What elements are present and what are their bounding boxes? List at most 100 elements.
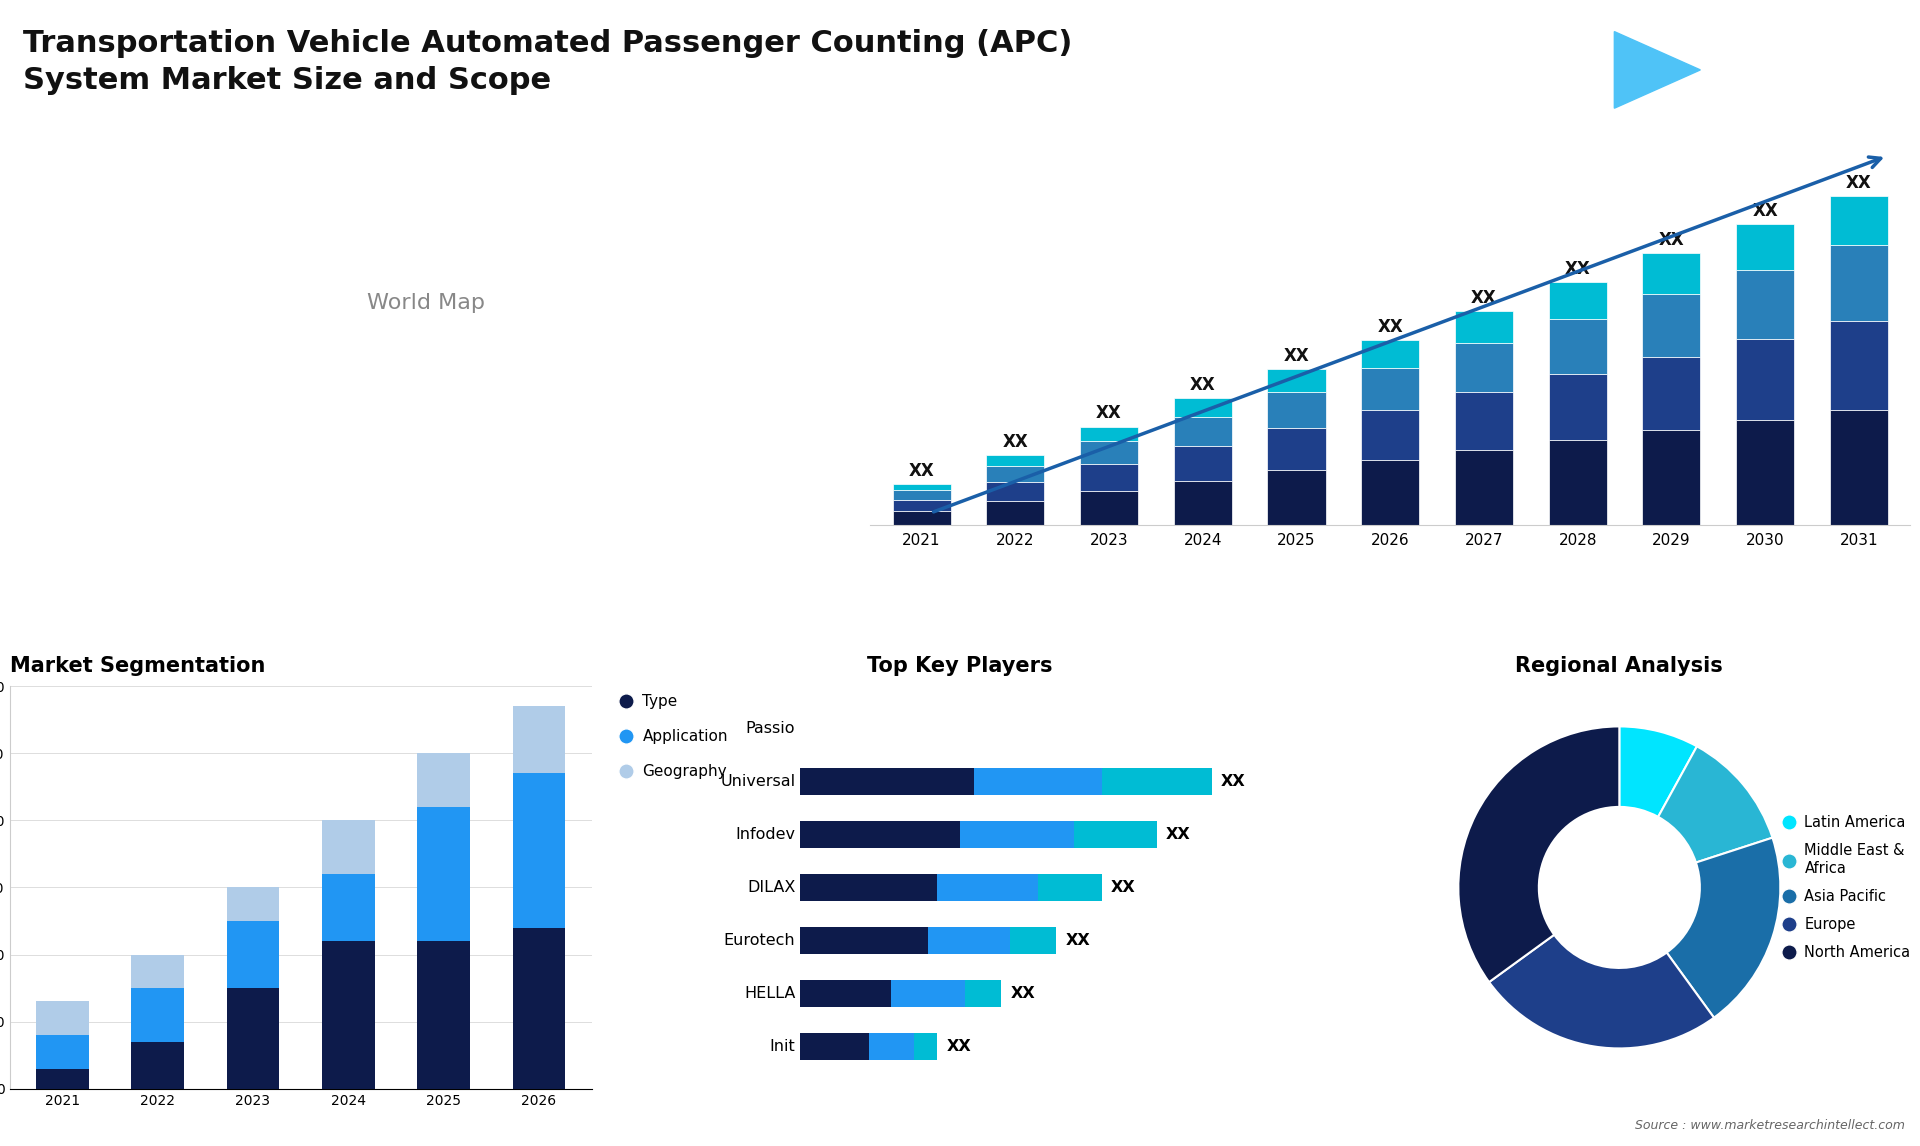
- Bar: [323, 941, 374, 1089]
- Bar: [1267, 392, 1325, 429]
- Bar: [131, 988, 184, 1042]
- Bar: [960, 821, 1075, 848]
- Bar: [513, 927, 564, 1089]
- Bar: [1549, 282, 1607, 319]
- Bar: [1549, 375, 1607, 440]
- Text: Universal: Universal: [720, 774, 795, 788]
- Bar: [1361, 340, 1419, 368]
- Bar: [801, 768, 973, 795]
- Bar: [914, 1033, 937, 1060]
- Bar: [1037, 873, 1102, 901]
- Bar: [1549, 440, 1607, 525]
- Text: RESEARCH: RESEARCH: [1774, 65, 1836, 74]
- Bar: [1173, 480, 1233, 525]
- Bar: [1736, 339, 1793, 419]
- Text: Source : www.marketresearchintellect.com: Source : www.marketresearchintellect.com: [1634, 1120, 1905, 1132]
- Text: Passio: Passio: [745, 721, 795, 736]
- Bar: [1455, 311, 1513, 343]
- Bar: [36, 1068, 88, 1089]
- Bar: [131, 955, 184, 988]
- Bar: [1079, 464, 1139, 490]
- Bar: [801, 1033, 868, 1060]
- Bar: [417, 753, 470, 807]
- Bar: [1642, 253, 1701, 295]
- Bar: [1267, 470, 1325, 525]
- Bar: [1830, 196, 1887, 245]
- Bar: [893, 511, 950, 525]
- Bar: [131, 1042, 184, 1089]
- Bar: [417, 807, 470, 941]
- Bar: [1079, 441, 1139, 464]
- Bar: [891, 980, 964, 1007]
- Text: XX: XX: [1112, 880, 1137, 895]
- Bar: [1830, 321, 1887, 410]
- Bar: [987, 465, 1044, 481]
- Bar: [1173, 398, 1233, 417]
- Text: Infodev: Infodev: [735, 827, 795, 842]
- Bar: [227, 887, 278, 921]
- Text: Transportation Vehicle Automated Passenger Counting (APC): Transportation Vehicle Automated Passeng…: [23, 29, 1073, 57]
- Bar: [323, 821, 374, 874]
- Bar: [1079, 426, 1139, 441]
- Bar: [1361, 368, 1419, 410]
- Bar: [36, 1035, 88, 1068]
- Bar: [1267, 429, 1325, 470]
- Wedge shape: [1659, 746, 1772, 863]
- Text: XX: XX: [1284, 347, 1309, 364]
- Text: HELLA: HELLA: [743, 986, 795, 1000]
- Bar: [1455, 343, 1513, 392]
- Bar: [964, 980, 1000, 1007]
- Bar: [1267, 369, 1325, 392]
- Bar: [323, 874, 374, 941]
- Wedge shape: [1459, 727, 1619, 982]
- Bar: [1736, 269, 1793, 339]
- Polygon shape: [1615, 32, 1701, 108]
- Bar: [893, 485, 950, 490]
- Text: System Market Size and Scope: System Market Size and Scope: [23, 66, 551, 95]
- Bar: [1455, 450, 1513, 525]
- Bar: [1642, 430, 1701, 525]
- Text: XX: XX: [1845, 173, 1872, 191]
- Text: World Map: World Map: [367, 292, 484, 313]
- Bar: [1830, 410, 1887, 525]
- Text: XX: XX: [1753, 203, 1778, 220]
- Text: XX: XX: [1471, 289, 1498, 307]
- Text: Init: Init: [770, 1038, 795, 1054]
- Text: XX: XX: [1377, 317, 1404, 336]
- Text: XX: XX: [1565, 260, 1590, 278]
- Bar: [987, 501, 1044, 525]
- Bar: [801, 873, 937, 901]
- Text: XX: XX: [1221, 774, 1246, 788]
- Bar: [1075, 821, 1156, 848]
- Title: Regional Analysis: Regional Analysis: [1515, 657, 1724, 676]
- Bar: [927, 927, 1010, 955]
- Bar: [987, 455, 1044, 465]
- Wedge shape: [1619, 727, 1697, 817]
- Text: XX: XX: [1165, 827, 1190, 842]
- Bar: [1361, 461, 1419, 525]
- Bar: [1079, 490, 1139, 525]
- Bar: [1736, 225, 1793, 269]
- Bar: [1173, 446, 1233, 480]
- Text: MARKET: MARKET: [1780, 39, 1830, 48]
- Text: XX: XX: [1002, 433, 1029, 452]
- Bar: [893, 490, 950, 500]
- Bar: [513, 706, 564, 774]
- Text: XX: XX: [1096, 405, 1121, 423]
- Bar: [1549, 319, 1607, 375]
- Text: Market Segmentation: Market Segmentation: [10, 657, 265, 676]
- Bar: [893, 500, 950, 511]
- Text: DILAX: DILAX: [747, 880, 795, 895]
- Bar: [1455, 392, 1513, 450]
- Bar: [1361, 410, 1419, 461]
- Bar: [1173, 417, 1233, 446]
- Bar: [227, 921, 278, 988]
- Text: XX: XX: [1190, 376, 1215, 393]
- Bar: [987, 481, 1044, 501]
- Bar: [868, 1033, 914, 1060]
- Text: INTELLECT: INTELLECT: [1774, 92, 1836, 101]
- Bar: [801, 821, 960, 848]
- Text: XX: XX: [1066, 933, 1091, 948]
- Bar: [937, 873, 1037, 901]
- Text: XX: XX: [1010, 986, 1035, 1000]
